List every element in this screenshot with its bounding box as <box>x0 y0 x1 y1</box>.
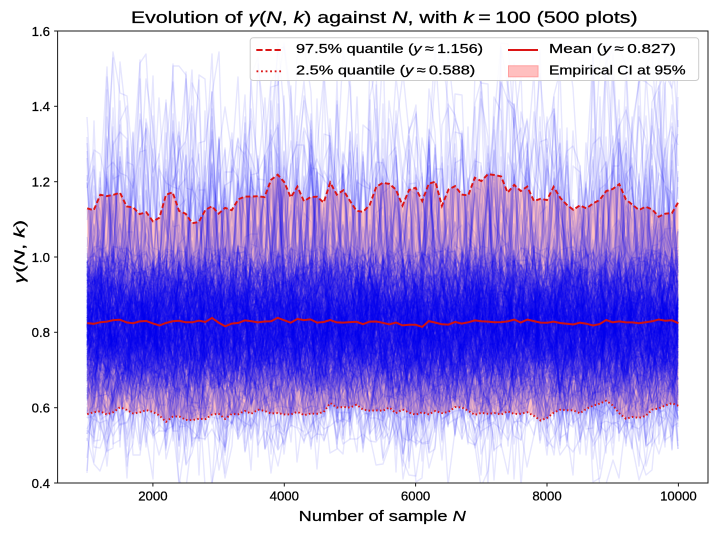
svg-text:0.6: 0.6 <box>32 401 50 416</box>
svg-text:0.8: 0.8 <box>32 325 50 340</box>
svg-text:Empirical CI at 95%: Empirical CI at 95% <box>549 64 686 79</box>
svg-text:γ(N, k): γ(N, k) <box>11 220 28 284</box>
svg-text:Mean (y ≈ 0.827): Mean (y ≈ 0.827) <box>549 42 676 57</box>
svg-text:97.5% quantile (y ≈ 1.156): 97.5% quantile (y ≈ 1.156) <box>296 43 483 57</box>
svg-text:1.0: 1.0 <box>32 250 50 265</box>
svg-text:1.4: 1.4 <box>32 99 50 114</box>
svg-text:4000: 4000 <box>270 489 299 504</box>
svg-text:6000: 6000 <box>401 489 430 504</box>
svg-text:Evolution of γ(N, k) against N: Evolution of γ(N, k) against N, with k =… <box>131 9 638 27</box>
svg-text:10000: 10000 <box>660 489 697 504</box>
svg-text:0.4: 0.4 <box>32 476 50 491</box>
svg-text:2000: 2000 <box>138 489 167 504</box>
svg-text:Number of sample N: Number of sample N <box>299 507 467 524</box>
svg-text:8000: 8000 <box>532 489 561 504</box>
svg-text:1.6: 1.6 <box>32 24 50 39</box>
svg-text:1.2: 1.2 <box>32 175 50 190</box>
svg-text:2.5% quantile (y ≈ 0.588): 2.5% quantile (y ≈ 0.588) <box>296 64 475 78</box>
